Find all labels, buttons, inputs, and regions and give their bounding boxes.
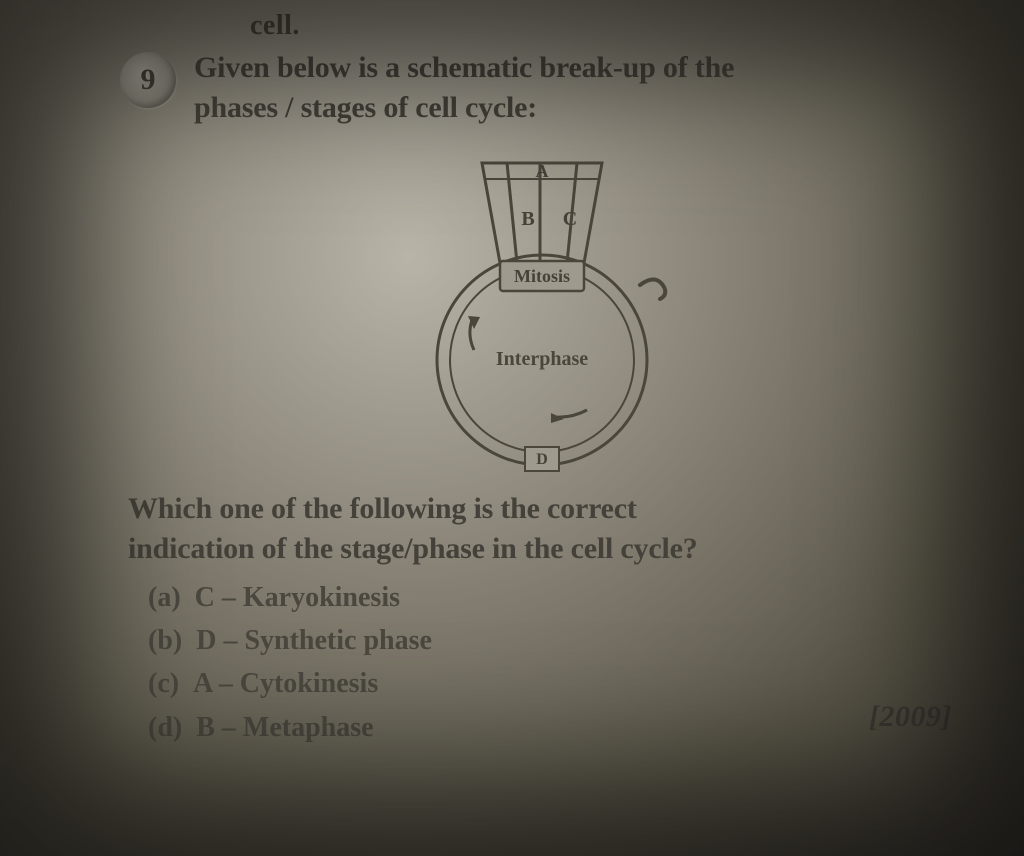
- question-line-1: Given below is a schematic break-up of t…: [194, 51, 734, 84]
- label-A: A: [536, 161, 549, 181]
- year-tag: [2009]: [869, 700, 952, 734]
- option-d-letter: (d): [148, 706, 182, 749]
- page-container: cell. 9 Given below is a schematic break…: [0, 0, 1024, 856]
- option-a: (a) C – Karyokinesis: [148, 576, 964, 619]
- question-line-2: phases / stages of cell cycle:: [194, 91, 537, 124]
- option-b-letter: (b): [148, 619, 182, 662]
- question-text: Given below is a schematic break-up of t…: [194, 48, 734, 127]
- followup-text: Which one of the following is the correc…: [128, 489, 964, 569]
- option-c: (c) A – Cytokinesis: [148, 662, 964, 705]
- option-d: (d) B – Metaphase: [148, 706, 964, 749]
- label-interphase: Interphase: [496, 348, 588, 370]
- option-c-letter: (c): [148, 662, 179, 705]
- label-mitosis: Mitosis: [514, 266, 570, 286]
- followup-line-1: Which one of the following is the correc…: [128, 492, 637, 525]
- options-list: (a) C – Karyokinesis (b) D – Synthetic p…: [148, 576, 964, 750]
- option-b: (b) D – Synthetic phase: [148, 619, 964, 662]
- option-b-text: D – Synthetic phase: [196, 619, 432, 662]
- question-number-circle: 9: [120, 52, 176, 108]
- header-word: cell.: [250, 10, 964, 42]
- question-number: 9: [141, 63, 156, 97]
- option-a-text: C – Karyokinesis: [195, 576, 400, 619]
- label-B: B: [521, 208, 534, 230]
- label-D: D: [536, 451, 548, 468]
- followup-line-2: indication of the stage/phase in the cel…: [128, 532, 698, 565]
- option-a-letter: (a): [148, 576, 181, 619]
- option-d-text: B – Metaphase: [196, 706, 373, 749]
- cell-cycle-diagram: Mitosis A B C Interphase D: [120, 135, 964, 475]
- question-row: 9 Given below is a schematic break-up of…: [120, 48, 964, 127]
- option-c-text: A – Cytokinesis: [193, 662, 378, 705]
- label-C: C: [563, 208, 577, 230]
